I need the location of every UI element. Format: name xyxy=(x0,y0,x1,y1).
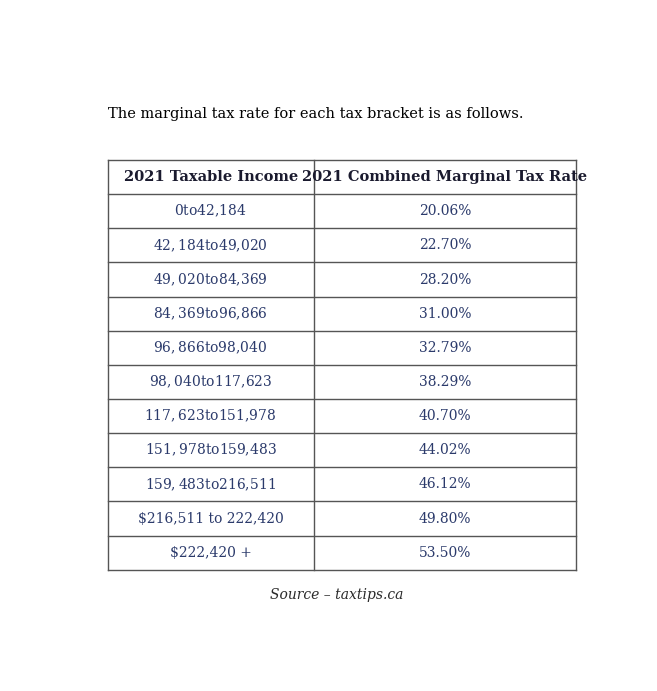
Text: 40.70%: 40.70% xyxy=(419,409,471,423)
Text: 53.50%: 53.50% xyxy=(419,546,471,560)
Text: $84,369 to $96,866: $84,369 to $96,866 xyxy=(154,305,268,322)
Text: $222,420 +: $222,420 + xyxy=(170,546,252,560)
Text: 32.79%: 32.79% xyxy=(419,341,471,355)
Text: 31.00%: 31.00% xyxy=(419,307,471,321)
Text: $98,040 to $117,623: $98,040 to $117,623 xyxy=(149,374,273,390)
Text: $159,483 to $216,511: $159,483 to $216,511 xyxy=(145,476,276,493)
Text: $96,866 to $98,040: $96,866 to $98,040 xyxy=(154,340,268,356)
Text: 49.80%: 49.80% xyxy=(419,511,471,526)
Text: 46.12%: 46.12% xyxy=(419,477,471,491)
Text: $42,184 to $49,020: $42,184 to $49,020 xyxy=(153,237,268,254)
Text: $0 to $42,184: $0 to $42,184 xyxy=(174,203,247,220)
Text: 28.20%: 28.20% xyxy=(419,272,471,287)
Text: 38.29%: 38.29% xyxy=(419,375,471,389)
Text: 44.02%: 44.02% xyxy=(419,443,471,457)
Text: 22.70%: 22.70% xyxy=(419,238,471,252)
Text: The marginal tax rate for each tax bracket is as follows.: The marginal tax rate for each tax brack… xyxy=(108,107,523,121)
Text: 20.06%: 20.06% xyxy=(419,205,471,218)
Text: 2021 Taxable Income: 2021 Taxable Income xyxy=(124,170,298,184)
Text: $151,978 to $159,483: $151,978 to $159,483 xyxy=(145,442,277,458)
Text: Source – taxtips.ca: Source – taxtips.ca xyxy=(270,588,403,602)
Text: $49,020 to $84,369: $49,020 to $84,369 xyxy=(153,272,268,287)
Text: 2021 Combined Marginal Tax Rate: 2021 Combined Marginal Tax Rate xyxy=(302,170,587,184)
Text: $117,623 to $151,978: $117,623 to $151,978 xyxy=(145,408,277,424)
Text: $216,511 to 222,420: $216,511 to 222,420 xyxy=(138,511,284,526)
